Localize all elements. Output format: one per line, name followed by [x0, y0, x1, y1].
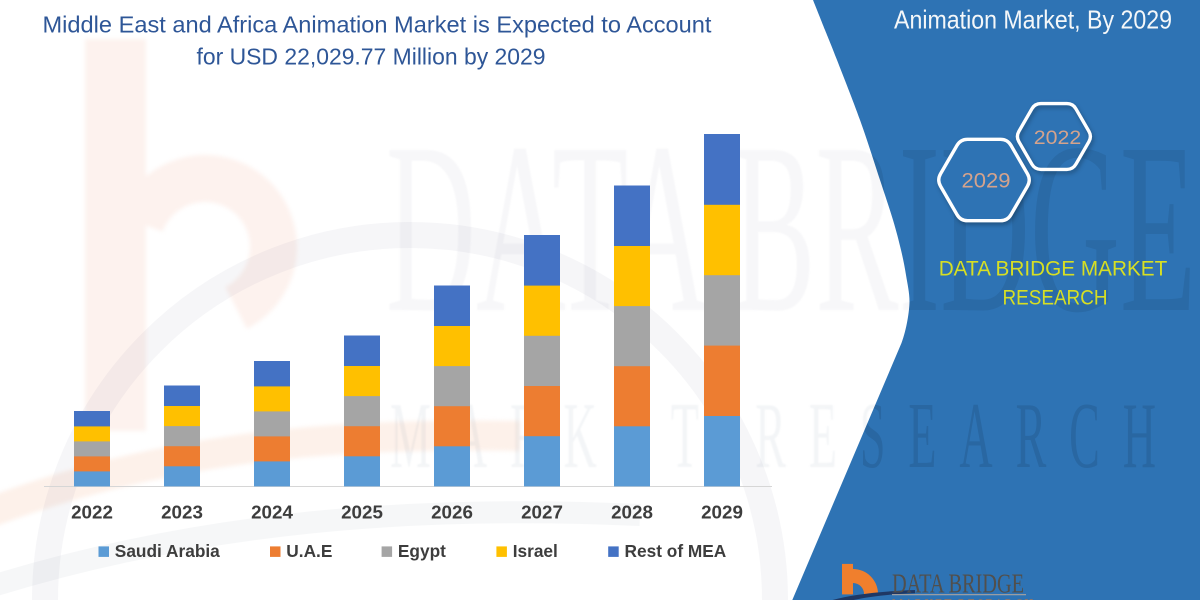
svg-text:2022: 2022: [1034, 128, 1082, 149]
svg-text:2029: 2029: [962, 170, 1011, 193]
svg-text:2026: 2026: [431, 501, 473, 522]
svg-text:Middle East and Africa Animati: Middle East and Africa Animation Market …: [43, 12, 713, 38]
svg-text:2024: 2024: [251, 501, 293, 522]
svg-text:2027: 2027: [521, 501, 563, 522]
svg-text:2029: 2029: [701, 501, 743, 522]
svg-text:Israel: Israel: [513, 541, 558, 561]
svg-text:Rest of MEA: Rest of MEA: [625, 541, 727, 561]
svg-text:for USD 22,029.77 Million by 2: for USD 22,029.77 Million by 2029: [197, 44, 546, 70]
svg-text:RESEARCH: RESEARCH: [1003, 287, 1108, 310]
svg-text:2028: 2028: [611, 501, 653, 522]
svg-text:MARKET RESEARCH: MARKET RESEARCH: [892, 596, 1035, 600]
svg-text:U.A.E: U.A.E: [286, 541, 332, 561]
svg-text:DATA BRIDGE MARKET: DATA BRIDGE MARKET: [939, 257, 1168, 280]
svg-text:2025: 2025: [341, 501, 383, 522]
svg-text:DATA BRIDGE: DATA BRIDGE: [892, 569, 1024, 599]
svg-text:Saudi Arabia: Saudi Arabia: [115, 541, 220, 561]
svg-text:2023: 2023: [161, 501, 203, 522]
svg-text:Egypt: Egypt: [398, 541, 446, 561]
svg-text:2022: 2022: [71, 501, 113, 522]
svg-text:Animation Market, By 2029: Animation Market, By 2029: [894, 5, 1172, 35]
